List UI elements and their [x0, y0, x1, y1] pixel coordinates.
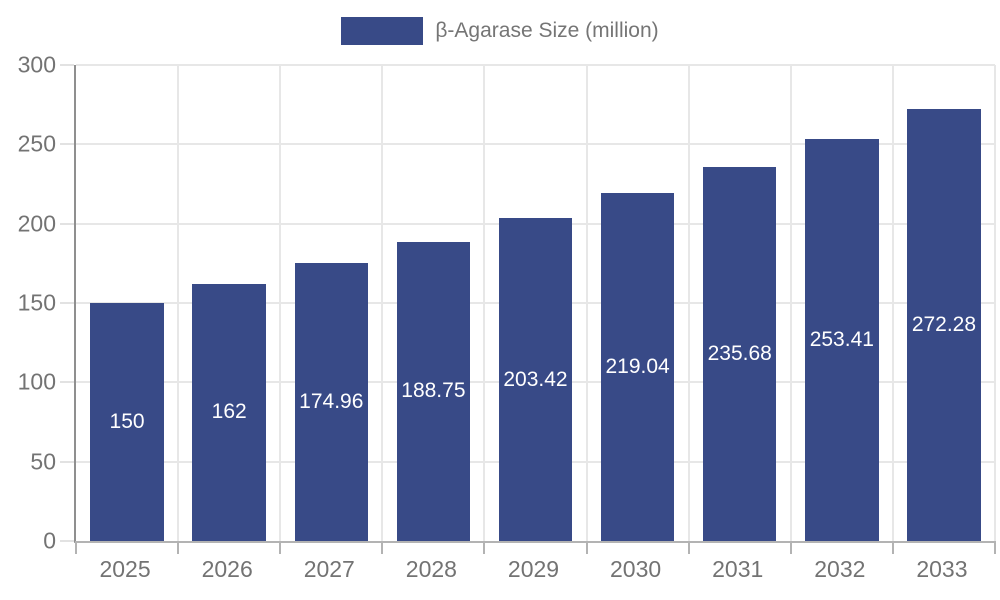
x-tick-mark: [279, 541, 282, 554]
legend-label: β-Agarase Size (million): [435, 19, 659, 42]
gridline-horizontal: [76, 64, 995, 66]
x-tick-mark: [381, 541, 384, 554]
x-tick-label: 2030: [610, 556, 662, 582]
x-tick-mark: [75, 541, 77, 554]
bar: 203.42: [498, 218, 573, 541]
y-axis: 0 50 100 150 200 250 300: [0, 52, 74, 554]
y-tick-mark: [60, 64, 74, 66]
x-tick-label: 2028: [405, 556, 457, 582]
x-tick-mark: [585, 541, 588, 554]
x-tick-label: 2027: [303, 556, 355, 582]
x-tick-label: 2033: [916, 556, 968, 582]
bar-value-label: 253.41: [809, 327, 874, 351]
bar-value-label: 162: [211, 400, 247, 424]
gridline-vertical: [891, 65, 894, 541]
x-tick-mark: [483, 541, 486, 554]
y-tick-label: 0: [43, 527, 56, 554]
x-tick-label: 2026: [201, 556, 253, 582]
bar: 235.68: [702, 167, 777, 541]
y-tick-mark: [60, 381, 74, 384]
y-tick-label: 300: [17, 51, 56, 78]
bar: 219.04: [600, 193, 675, 541]
y-tick-mark: [60, 540, 74, 542]
plot-area: 150 162 174.96 188.75 203.42 219.04 235.68 253.…: [74, 64, 996, 554]
x-tick-mark: [789, 541, 792, 554]
y-tick-mark: [60, 302, 74, 304]
x-tick-label: 2025: [99, 556, 151, 582]
legend-swatch: [341, 17, 424, 45]
y-tick-mark: [60, 143, 74, 146]
x-tick-mark: [177, 541, 180, 554]
x-tick-label: 2031: [712, 556, 764, 582]
bar: 150: [90, 303, 164, 541]
gridline-vertical: [687, 65, 690, 541]
bar-value-label: 150: [109, 410, 145, 433]
x-tick-label: 2029: [507, 556, 560, 582]
legend[interactable]: β-Agarase Size (million): [0, 16, 1000, 46]
y-tick-label: 150: [17, 289, 56, 316]
bar-value-label: 174.96: [299, 390, 364, 414]
x-tick-mark: [687, 541, 690, 554]
bar: 272.28: [907, 108, 981, 541]
gridline-horizontal: [76, 143, 995, 146]
bar-value-label: 219.04: [605, 355, 670, 379]
gridline-vertical: [585, 65, 588, 541]
bar-value-label: 272.28: [911, 312, 977, 336]
y-tick-mark: [60, 460, 74, 463]
gridline-vertical: [994, 65, 996, 541]
gridline-vertical: [789, 65, 792, 541]
bar-value-label: 203.42: [503, 367, 568, 391]
gridline-vertical: [483, 65, 486, 541]
bar: 188.75: [396, 241, 471, 541]
y-tick-label: 200: [17, 210, 56, 237]
x-tick-mark: [994, 541, 996, 554]
y-tick-label: 100: [17, 368, 56, 395]
y-tick-label: 250: [17, 130, 56, 157]
gridline-vertical: [279, 65, 282, 541]
gridline-vertical: [177, 65, 180, 541]
y-tick-mark: [60, 222, 74, 225]
bar: 253.41: [805, 138, 879, 541]
gridline-vertical: [381, 65, 384, 541]
x-tick-label: 2032: [814, 556, 866, 582]
y-tick-label: 50: [30, 448, 56, 475]
bar-value-label: 188.75: [401, 379, 466, 403]
bar: 174.96: [294, 263, 369, 541]
bar-value-label: 235.68: [707, 342, 772, 366]
bar: 162: [192, 283, 266, 541]
x-tick-mark: [891, 541, 894, 554]
x-axis: 2025 2026 2027 2028 2029 2030 2031 2032 2033: [74, 556, 993, 590]
